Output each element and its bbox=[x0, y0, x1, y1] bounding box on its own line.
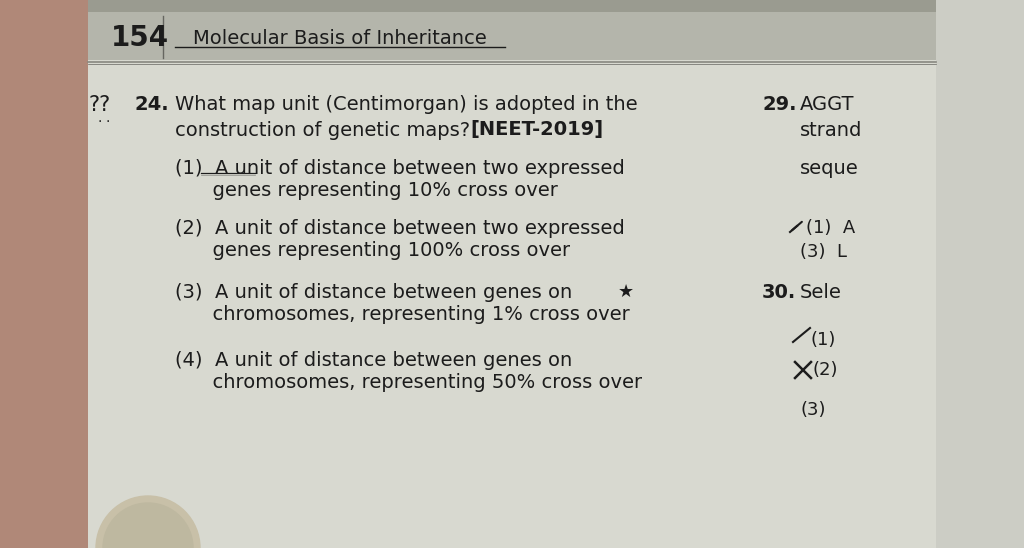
Text: .: . bbox=[98, 111, 102, 125]
Text: (2): (2) bbox=[813, 361, 839, 379]
Text: (1): (1) bbox=[810, 331, 836, 349]
Text: (1)  A unit of distance between two expressed: (1) A unit of distance between two expre… bbox=[175, 158, 625, 178]
Text: ★: ★ bbox=[618, 283, 634, 301]
Circle shape bbox=[96, 496, 200, 548]
Text: chromosomes, representing 50% cross over: chromosomes, representing 50% cross over bbox=[175, 373, 642, 391]
Bar bbox=[88, 12, 936, 60]
Circle shape bbox=[103, 503, 193, 548]
Text: ??: ?? bbox=[89, 95, 112, 115]
Text: seque: seque bbox=[800, 158, 859, 178]
Bar bbox=[936, 0, 1024, 548]
Text: 24.: 24. bbox=[135, 95, 170, 115]
Bar bbox=[0, 0, 88, 548]
Bar bbox=[0, 0, 1024, 12]
Bar bbox=[88, 0, 936, 12]
Text: (4)  A unit of distance between genes on: (4) A unit of distance between genes on bbox=[175, 351, 572, 369]
Text: Molecular Basis of Inheritance: Molecular Basis of Inheritance bbox=[194, 28, 486, 48]
Text: AGGT: AGGT bbox=[800, 95, 854, 115]
Text: Sele: Sele bbox=[800, 283, 842, 301]
Text: (2)  A unit of distance between two expressed: (2) A unit of distance between two expre… bbox=[175, 219, 625, 237]
Text: genes representing 10% cross over: genes representing 10% cross over bbox=[175, 180, 558, 199]
Text: construction of genetic maps?: construction of genetic maps? bbox=[175, 121, 470, 140]
Text: (3)  L: (3) L bbox=[800, 243, 847, 261]
Text: [NEET-2019]: [NEET-2019] bbox=[470, 121, 603, 140]
Bar bbox=[88, 0, 936, 548]
Text: genes representing 100% cross over: genes representing 100% cross over bbox=[175, 241, 570, 260]
Text: .: . bbox=[105, 111, 111, 125]
Text: What map unit (Centimorgan) is adopted in the: What map unit (Centimorgan) is adopted i… bbox=[175, 95, 638, 115]
Text: 30.: 30. bbox=[762, 283, 797, 301]
Text: (1)  A: (1) A bbox=[806, 219, 855, 237]
Text: chromosomes, representing 1% cross over: chromosomes, representing 1% cross over bbox=[175, 305, 630, 323]
Text: 154: 154 bbox=[111, 24, 169, 52]
Text: 29.: 29. bbox=[762, 95, 797, 115]
Text: (3)  A unit of distance between genes on: (3) A unit of distance between genes on bbox=[175, 283, 572, 301]
Text: (3): (3) bbox=[800, 401, 825, 419]
Text: strand: strand bbox=[800, 121, 862, 140]
